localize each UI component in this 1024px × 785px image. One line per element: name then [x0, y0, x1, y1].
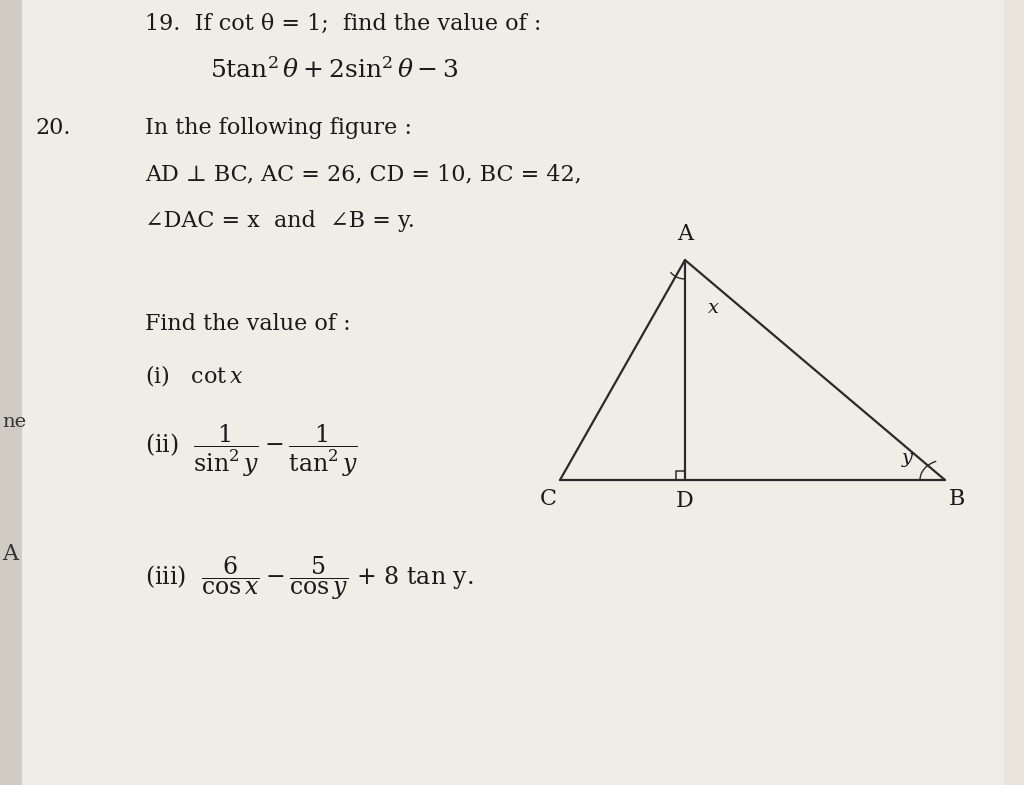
Text: $5\tan^{2}\theta + 2\sin^{2}\theta - 3$: $5\tan^{2}\theta + 2\sin^{2}\theta - 3$ — [210, 57, 459, 82]
Text: x: x — [708, 299, 719, 317]
Text: ne: ne — [2, 413, 27, 431]
Text: AD ⊥ BC, AC = 26, CD = 10, BC = 42,: AD ⊥ BC, AC = 26, CD = 10, BC = 42, — [145, 163, 582, 185]
Text: A: A — [677, 223, 693, 245]
Text: 19.  If cot θ = 1;  find the value of :: 19. If cot θ = 1; find the value of : — [145, 13, 542, 35]
Text: (iii)  $\dfrac{6}{\cos x} - \dfrac{5}{\cos y}$ + 8 tan y.: (iii) $\dfrac{6}{\cos x} - \dfrac{5}{\co… — [145, 555, 473, 602]
Text: (ii)  $\dfrac{1}{\sin^{2}y} - \dfrac{1}{\tan^{2}y}$: (ii) $\dfrac{1}{\sin^{2}y} - \dfrac{1}{\… — [145, 423, 358, 479]
Text: D: D — [676, 490, 694, 512]
Text: y: y — [901, 449, 912, 467]
FancyBboxPatch shape — [18, 0, 1004, 785]
Text: (i)   $\cot x$: (i) $\cot x$ — [145, 363, 244, 388]
Text: ∠DAC = x  and  ∠B = y.: ∠DAC = x and ∠B = y. — [145, 210, 415, 232]
Text: 20.: 20. — [35, 117, 71, 139]
Text: B: B — [949, 488, 966, 510]
Text: A: A — [2, 543, 18, 565]
Bar — [0, 0, 22, 785]
Text: Find the value of :: Find the value of : — [145, 313, 350, 335]
Text: In the following figure :: In the following figure : — [145, 117, 412, 139]
Text: C: C — [540, 488, 556, 510]
